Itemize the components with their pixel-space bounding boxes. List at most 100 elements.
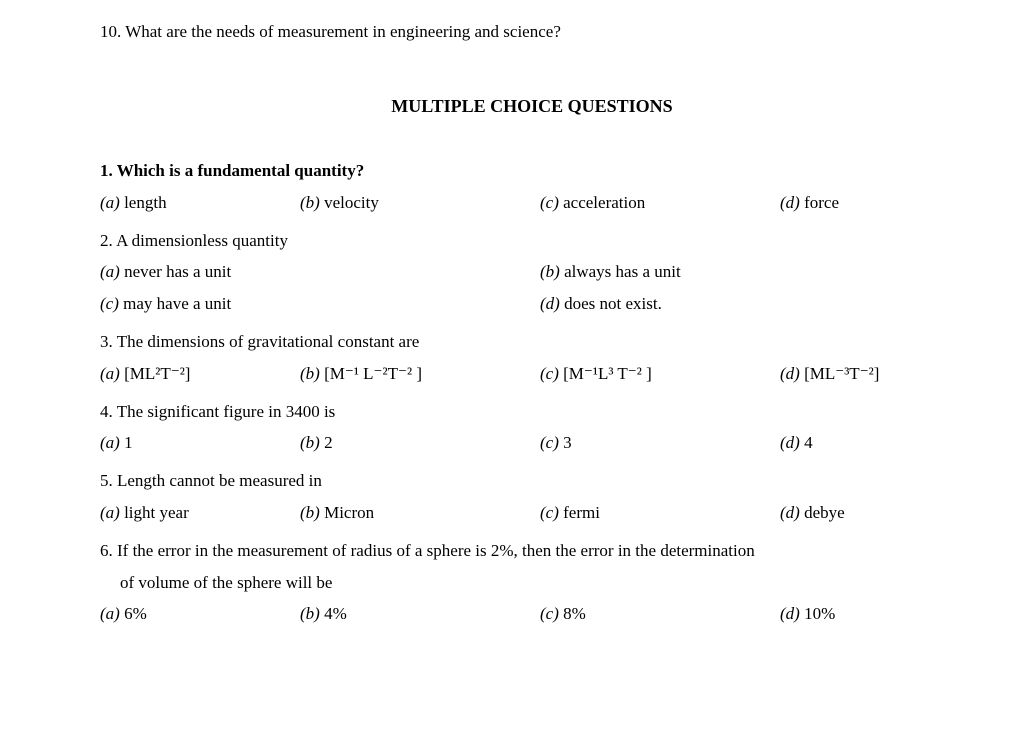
- mcq-text: Which is a fundamental quantity?: [117, 161, 365, 180]
- mcq-option-b: (b) 2: [300, 431, 540, 455]
- mcq-number: 6.: [100, 541, 113, 560]
- option-label: (b): [300, 433, 324, 452]
- mcq-prompt: 1. Which is a fundamental quantity?: [100, 159, 964, 183]
- mcq-option-d: (d) does not exist.: [540, 292, 662, 316]
- mcq-text: Length cannot be measured in: [117, 471, 322, 490]
- option-text: 8%: [563, 604, 586, 623]
- mcq-option-c: (c) [M⁻¹L³ T⁻² ]: [540, 362, 780, 386]
- mcq-number: 1.: [100, 161, 113, 180]
- mcq-options: (a) light year (b) Micron (c) fermi (d) …: [100, 501, 964, 525]
- option-label: (b): [300, 364, 324, 383]
- mcq-item: 5. Length cannot be measured in (a) ligh…: [100, 469, 964, 525]
- mcq-option-c: (c) may have a unit: [100, 292, 540, 316]
- option-text: Micron: [324, 503, 374, 522]
- option-text: 4%: [324, 604, 347, 623]
- mcq-options: (a) never has a unit (b) always has a un…: [100, 260, 964, 284]
- option-text: debye: [804, 503, 845, 522]
- option-text: 6%: [124, 604, 147, 623]
- option-text: force: [804, 193, 839, 212]
- mcq-option-c: (c) 8%: [540, 602, 780, 626]
- mcq-item: 3. The dimensions of gravitational const…: [100, 330, 964, 386]
- option-label: (a): [100, 503, 124, 522]
- mcq-number: 4.: [100, 402, 113, 421]
- option-label: (b): [300, 503, 324, 522]
- mcq-number: 2.: [100, 231, 113, 250]
- mcq-text: The dimensions of gravitational constant…: [117, 332, 420, 351]
- mcq-text: If the error in the measurement of radiu…: [117, 541, 755, 560]
- mcq-option-b: (b) Micron: [300, 501, 540, 525]
- option-text: light year: [124, 503, 189, 522]
- mcq-prompt-continued: of volume of the sphere will be: [100, 571, 964, 595]
- option-text: [ML⁻³T⁻²]: [804, 364, 879, 383]
- option-label: (d): [780, 604, 804, 623]
- mcq-number: 5.: [100, 471, 113, 490]
- option-label: (b): [300, 193, 324, 212]
- mcq-options: (c) may have a unit (d) does not exist.: [100, 292, 964, 316]
- option-text: 4: [804, 433, 813, 452]
- top-question-number: 10.: [100, 22, 121, 41]
- option-label: (d): [780, 364, 804, 383]
- mcq-option-a: (a) 6%: [100, 602, 300, 626]
- option-text: length: [124, 193, 167, 212]
- mcq-option-a: (a) 1: [100, 431, 300, 455]
- section-title: MULTIPLE CHOICE QUESTIONS: [100, 94, 964, 119]
- mcq-option-c: (c) 3: [540, 431, 780, 455]
- option-label: (c): [540, 364, 563, 383]
- mcq-options: (a) 1 (b) 2 (c) 3 (d) 4: [100, 431, 964, 455]
- option-label: (d): [780, 433, 804, 452]
- mcq-option-a: (a) length: [100, 191, 300, 215]
- mcq-item: 2. A dimensionless quantity (a) never ha…: [100, 229, 964, 316]
- mcq-item: 6. If the error in the measurement of ra…: [100, 539, 964, 626]
- option-label: (d): [780, 193, 804, 212]
- mcq-number: 3.: [100, 332, 113, 351]
- mcq-option-c: (c) acceleration: [540, 191, 780, 215]
- mcq-option-b: (b) 4%: [300, 602, 540, 626]
- mcq-option-a: (a) never has a unit: [100, 260, 540, 284]
- mcq-option-b: (b) always has a unit: [540, 260, 681, 284]
- mcq-option-d: (d) debye: [780, 501, 845, 525]
- mcq-prompt: 5. Length cannot be measured in: [100, 469, 964, 493]
- mcq-prompt: 4. The significant figure in 3400 is: [100, 400, 964, 424]
- mcq-option-d: (d) 10%: [780, 602, 835, 626]
- mcq-options: (a) 6% (b) 4% (c) 8% (d) 10%: [100, 602, 964, 626]
- mcq-option-b: (b) velocity: [300, 191, 540, 215]
- mcq-option-d: (d) 4: [780, 431, 813, 455]
- option-text: acceleration: [563, 193, 645, 212]
- option-label: (a): [100, 193, 124, 212]
- mcq-item: 1. Which is a fundamental quantity? (a) …: [100, 159, 964, 215]
- option-text: does not exist.: [564, 294, 662, 313]
- option-text: fermi: [563, 503, 600, 522]
- option-text: always has a unit: [564, 262, 681, 281]
- mcq-option-c: (c) fermi: [540, 501, 780, 525]
- option-label: (a): [100, 262, 124, 281]
- option-text: 10%: [804, 604, 835, 623]
- mcq-option-b: (b) [M⁻¹ L⁻²T⁻² ]: [300, 362, 540, 386]
- option-text: 1: [124, 433, 133, 452]
- option-label: (a): [100, 433, 124, 452]
- mcq-options: (a) length (b) velocity (c) acceleration…: [100, 191, 964, 215]
- option-text: [M⁻¹ L⁻²T⁻² ]: [324, 364, 422, 383]
- option-text: never has a unit: [124, 262, 231, 281]
- option-text: [M⁻¹L³ T⁻² ]: [563, 364, 652, 383]
- option-text: 3: [563, 433, 572, 452]
- option-text: 2: [324, 433, 333, 452]
- mcq-item: 4. The significant figure in 3400 is (a)…: [100, 400, 964, 456]
- option-label: (c): [540, 433, 563, 452]
- option-label: (c): [540, 604, 563, 623]
- mcq-text: A dimensionless quantity: [116, 231, 288, 250]
- mcq-prompt: 6. If the error in the measurement of ra…: [100, 539, 964, 563]
- option-text: [ML²T⁻²]: [124, 364, 190, 383]
- option-label: (b): [540, 262, 564, 281]
- mcq-option-d: (d) [ML⁻³T⁻²]: [780, 362, 879, 386]
- option-label: (d): [780, 503, 804, 522]
- mcq-option-d: (d) force: [780, 191, 839, 215]
- option-text: velocity: [324, 193, 379, 212]
- option-label: (d): [540, 294, 564, 313]
- mcq-prompt: 2. A dimensionless quantity: [100, 229, 964, 253]
- option-label: (c): [540, 503, 563, 522]
- mcq-prompt: 3. The dimensions of gravitational const…: [100, 330, 964, 354]
- mcq-option-a: (a) [ML²T⁻²]: [100, 362, 300, 386]
- mcq-option-a: (a) light year: [100, 501, 300, 525]
- option-label: (a): [100, 364, 124, 383]
- page: 10. What are the needs of measurement in…: [0, 0, 1024, 660]
